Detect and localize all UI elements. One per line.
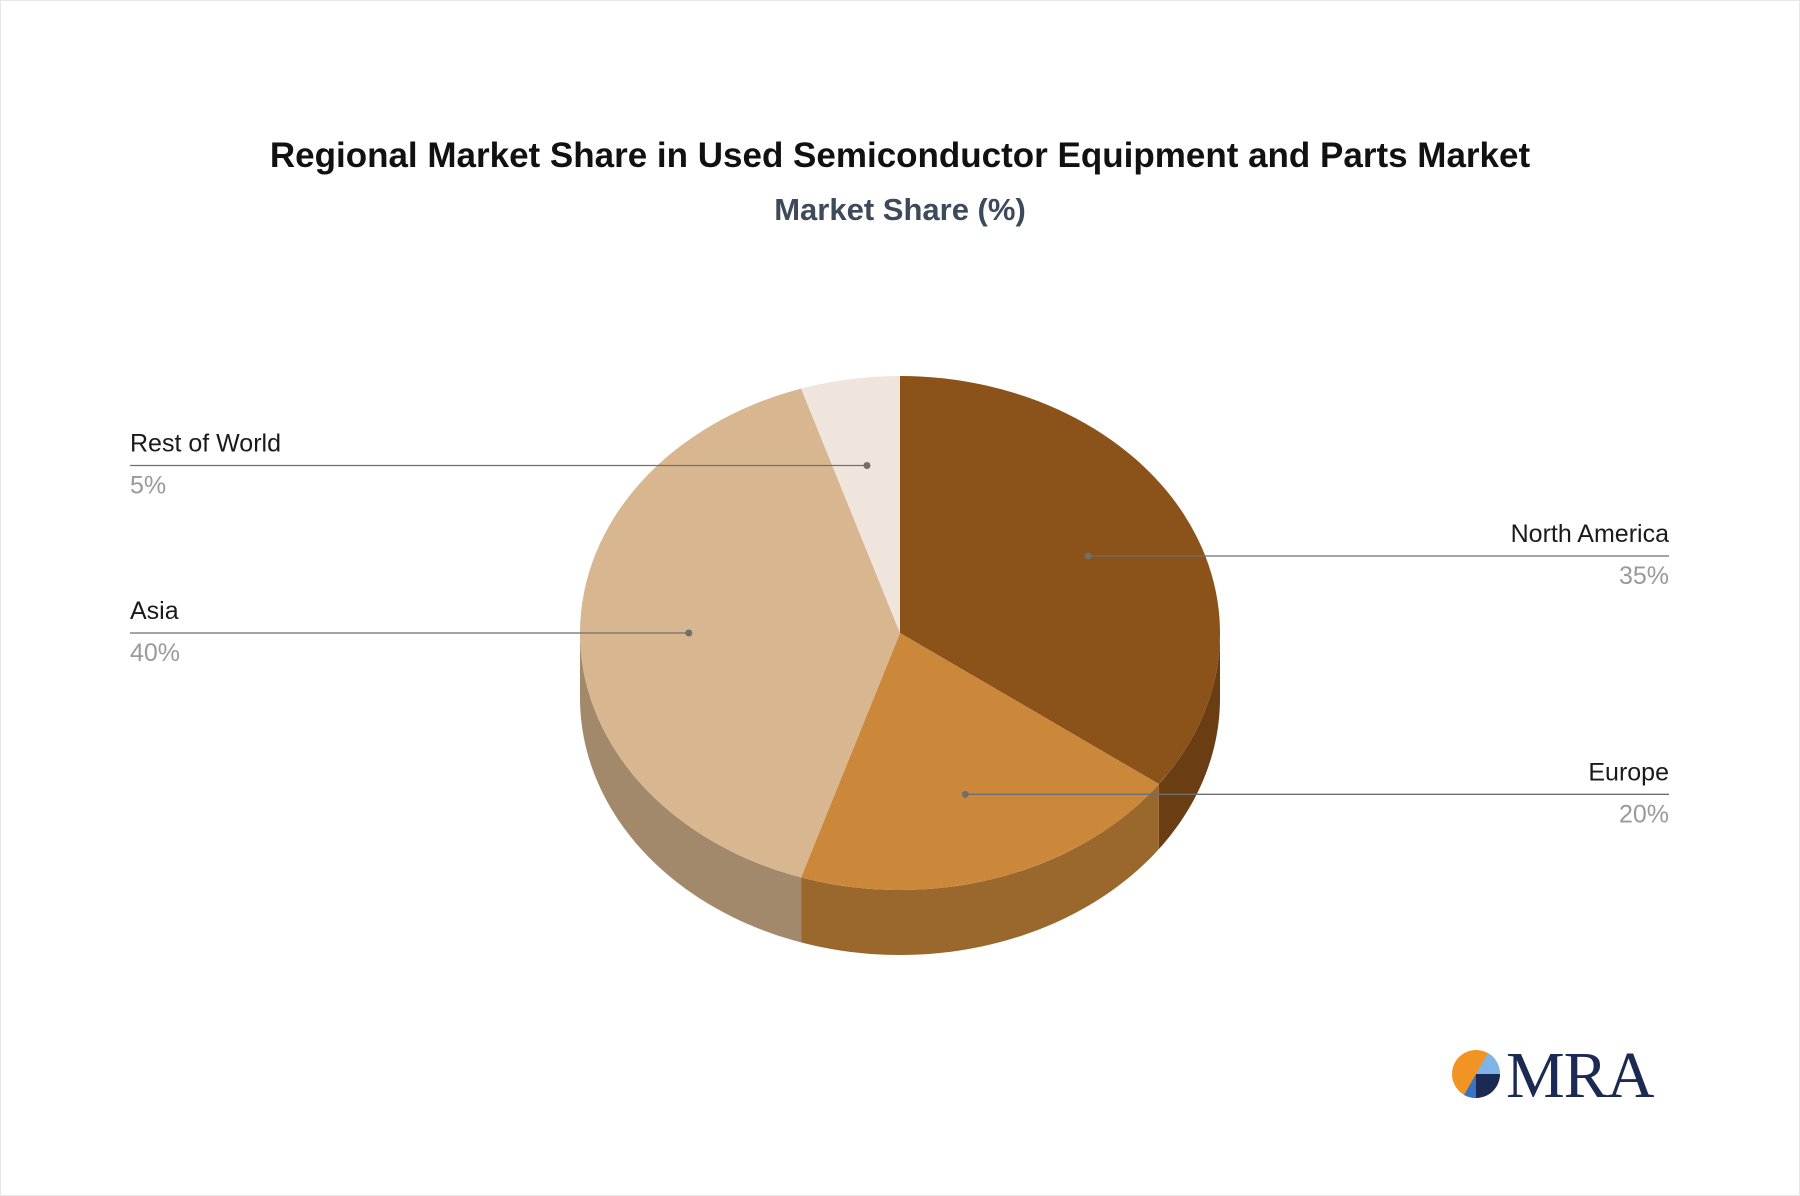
pie-side-europe [801, 784, 1159, 955]
leader-dot-rest-of-world [863, 461, 871, 469]
slice-value-europe: 20% [1619, 800, 1669, 828]
mra-logo-icon [1452, 1050, 1501, 1099]
pie-slice-asia [580, 388, 900, 878]
slice-label-rest-of-world: Rest of World [130, 429, 281, 457]
chart-subtitle: Market Share (%) [774, 192, 1026, 227]
pie-top-slices [580, 376, 1221, 891]
leader-dot-asia [685, 629, 693, 637]
leader-dot-europe [961, 790, 969, 798]
pie-slice-rest-of-world [801, 376, 900, 633]
chart-title: Regional Market Share in Used Semiconduc… [269, 136, 1531, 175]
mra-logo-text: MRA [1506, 1039, 1654, 1112]
pie-depth-sides [580, 633, 1220, 955]
pie-slice-europe [801, 633, 1159, 891]
slice-label-asia: Asia [130, 597, 179, 625]
leader-dot-north-america [1084, 552, 1092, 560]
pie-labels: North America 35% Europe 20% Asia 40% Rest of … [130, 429, 1669, 828]
slice-label-europe: Europe [1588, 758, 1669, 786]
pie-side-asia [580, 633, 802, 943]
mra-logo: MRA [1448, 1039, 1654, 1112]
pie-slice-north-america [900, 376, 1221, 785]
pie-side-north-america [1158, 633, 1220, 850]
slice-value-north-america: 35% [1619, 562, 1669, 590]
slice-value-rest-of-world: 5% [130, 471, 166, 499]
slice-label-north-america: North America [1511, 520, 1669, 548]
slice-value-asia: 40% [130, 639, 180, 667]
